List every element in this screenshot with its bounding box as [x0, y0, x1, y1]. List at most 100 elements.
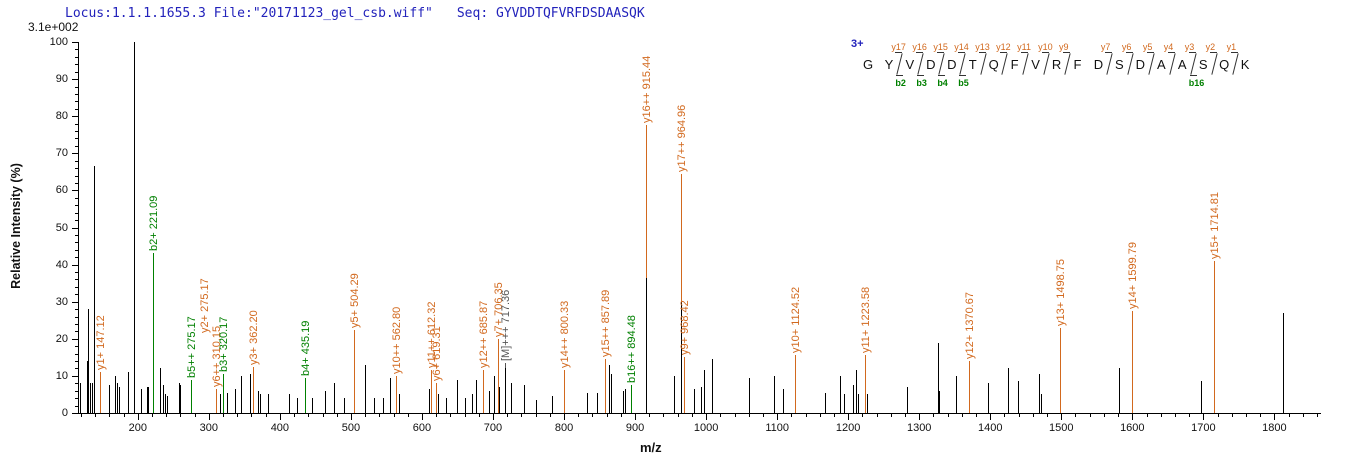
ms-peak — [88, 309, 89, 413]
y-minor-tick — [75, 331, 78, 333]
y-ion-label: y11 — [1017, 42, 1031, 52]
ms-peak — [489, 390, 490, 413]
x-minor-tick — [180, 413, 182, 417]
fragment-tick — [895, 52, 903, 53]
x-axis-title: m/z — [640, 440, 662, 455]
x-minor-tick — [734, 413, 736, 417]
fragment-tick — [958, 52, 966, 53]
y-ion-label: y7 — [1100, 42, 1111, 52]
x-minor-tick — [1004, 413, 1006, 417]
ms-peak — [625, 388, 626, 413]
x-minor-tick — [1189, 413, 1191, 417]
labeled-peak — [681, 301, 682, 413]
peak-leader — [305, 377, 306, 382]
ms-peak — [956, 375, 957, 413]
x-minor-tick — [947, 413, 949, 417]
ms-peak — [701, 387, 702, 413]
peak-label: y12+ 1370.67 — [964, 292, 976, 360]
x-minor-tick — [748, 413, 750, 417]
y-ion-label: y1 — [1226, 42, 1237, 52]
labeled-peak — [153, 257, 154, 413]
labeled-peak — [1132, 405, 1133, 413]
x-tick-label: 400 — [270, 422, 290, 434]
x-minor-tick — [322, 413, 324, 417]
residue-letter: D — [1135, 57, 1146, 72]
x-minor-tick — [294, 413, 296, 417]
residue-letter: V — [905, 57, 915, 72]
x-minor-tick — [152, 413, 154, 417]
residue-letter: R — [1051, 57, 1062, 72]
peak-label: y3+ 362.20 — [248, 309, 260, 365]
ms-peak — [465, 398, 466, 413]
x-minor-tick — [1047, 413, 1049, 417]
x-minor-tick — [1018, 413, 1020, 417]
labeled-peak — [305, 381, 306, 413]
peak-leader — [564, 370, 565, 375]
fragment-tick — [1167, 52, 1175, 53]
x-tick-label: 700 — [483, 422, 503, 434]
x-minor-tick — [194, 413, 196, 417]
x-minor-tick — [791, 413, 793, 417]
ms-peak — [1283, 312, 1284, 413]
y-ion-label: y17 — [891, 42, 906, 52]
y-minor-tick — [75, 368, 78, 370]
fragment-tick — [1125, 52, 1133, 53]
ms-peak — [374, 398, 375, 413]
labeled-peak — [216, 394, 217, 413]
ms-peak — [117, 383, 118, 413]
x-tick-label: 300 — [199, 422, 219, 434]
ms-peak — [179, 383, 180, 413]
x-tick — [919, 413, 921, 420]
ms-peak — [457, 379, 458, 413]
ms-peak — [260, 394, 261, 413]
x-minor-tick — [123, 413, 125, 417]
x-tick-label: 1300 — [906, 422, 932, 434]
y-tick-label: 40 — [55, 258, 68, 271]
labeled-peak — [795, 401, 796, 413]
fragment-tick — [1189, 75, 1197, 76]
y-minor-tick — [75, 101, 78, 103]
peak-label: [M]+++ 717.36 — [500, 289, 512, 361]
ms-peak — [80, 383, 81, 413]
x-minor-tick — [819, 413, 821, 417]
y-tick-label: 30 — [55, 295, 68, 308]
residue-letter: Y — [884, 57, 894, 72]
ms-peak — [258, 390, 259, 413]
y-minor-tick — [75, 405, 78, 407]
ms-peak — [988, 383, 989, 413]
y-tick — [72, 190, 78, 192]
peak-leader — [483, 370, 484, 375]
x-minor-tick — [1288, 413, 1290, 417]
y-ion-label: y6 — [1121, 42, 1132, 52]
ms-peak — [1018, 381, 1019, 413]
y-axis-line — [78, 42, 79, 414]
peak-leader — [795, 355, 796, 402]
y-minor-tick — [75, 175, 78, 177]
peak-leader — [396, 375, 397, 380]
ms-peak — [587, 392, 588, 413]
peak-label: y9+ 968.42 — [679, 300, 691, 356]
x-minor-tick — [265, 413, 267, 417]
peak-label: y14++ 800.33 — [559, 301, 571, 369]
x-tick — [421, 413, 423, 420]
y-minor-tick — [75, 123, 78, 125]
y-minor-tick — [75, 205, 78, 207]
y-tick — [72, 227, 78, 229]
ms-peak — [611, 374, 612, 413]
y-tick-label: 100 — [49, 36, 68, 48]
x-minor-tick — [762, 413, 764, 417]
labeled-peak — [191, 383, 192, 413]
x-minor-tick — [336, 413, 338, 417]
fragment-tick — [1209, 52, 1217, 53]
x-minor-tick — [478, 413, 480, 417]
peak-leader — [216, 388, 217, 395]
sequence-text: GYVDDTQFVRFDSDAASQK — [496, 6, 645, 21]
y-tick — [72, 153, 78, 155]
y-ion-label: y9 — [1059, 42, 1069, 52]
labeled-peak — [436, 387, 437, 413]
x-minor-tick — [223, 413, 225, 417]
x-minor-tick — [933, 413, 935, 417]
y-tick-label: 80 — [55, 110, 68, 123]
residue-letter: F — [1010, 57, 1019, 72]
